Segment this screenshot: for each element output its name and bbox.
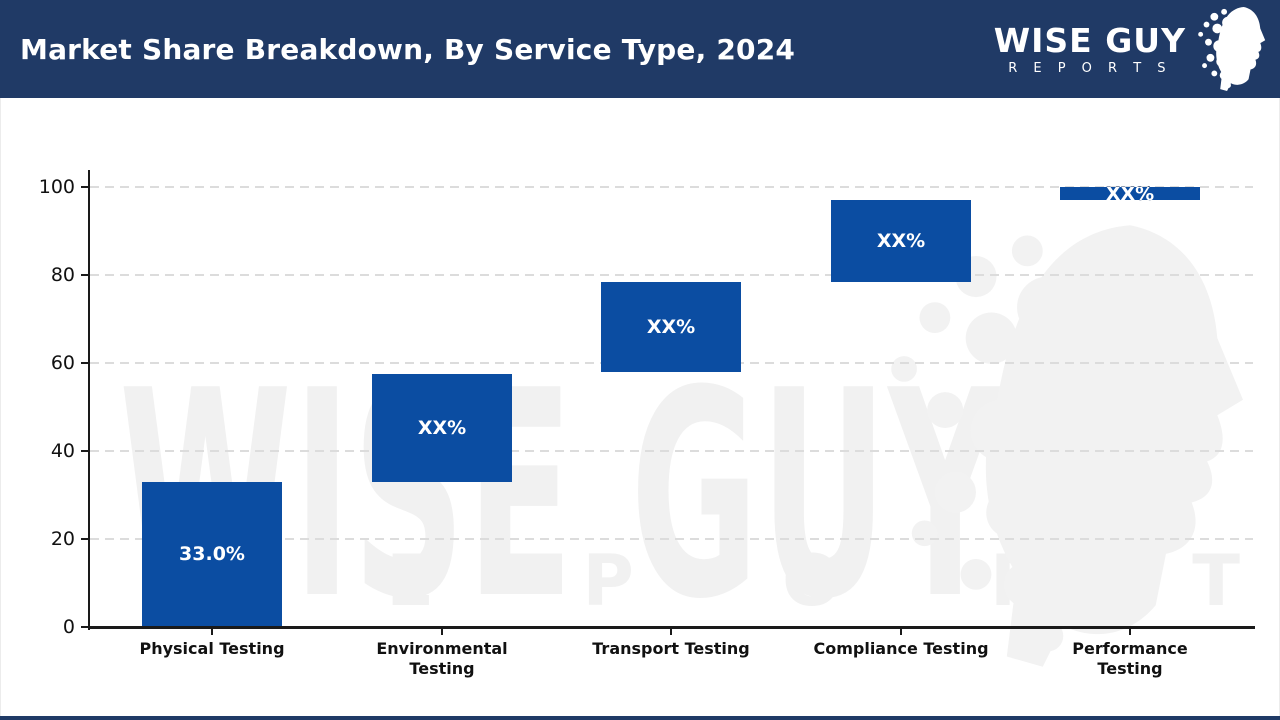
bar-value-label: XX% [876, 229, 926, 252]
x-axis-tick [211, 627, 213, 635]
x-axis-category-label: Compliance Testing [813, 639, 989, 658]
gridline-y100 [90, 186, 1253, 188]
x-axis-category-label: Environmental Testing [376, 639, 508, 678]
waterfall-chart: WISE GUY R E P O R T S 02040608010033.0%… [0, 98, 1280, 716]
bar-value-label: 33.0% [179, 543, 245, 566]
x-axis-tick [670, 627, 672, 635]
bar-segment: XX% [601, 281, 741, 372]
bar-segment: XX% [831, 200, 971, 282]
y-axis-tick [81, 274, 89, 276]
y-axis-tick [81, 626, 89, 628]
gridline-y40 [90, 450, 1253, 452]
bar-value-label: XX% [646, 315, 696, 338]
watermark-head-profile-icon [891, 225, 1243, 667]
page-title: Market Share Breakdown, By Service Type,… [20, 32, 796, 66]
y-axis-tick-label: 40 [50, 440, 75, 462]
bar-segment: XX% [372, 374, 512, 482]
logo-brand-subtext: R E P O R T S [1008, 60, 1172, 76]
footer-accent-bar [0, 716, 1280, 720]
x-axis-tick [1129, 627, 1131, 635]
y-axis-tick-label: 20 [50, 528, 75, 550]
y-axis-tick [81, 538, 89, 540]
y-axis-tick [81, 362, 89, 364]
bar-value-label: XX% [417, 416, 467, 439]
y-axis-tick [81, 450, 89, 452]
x-axis-category-label: Transport Testing [592, 639, 750, 658]
bar-segment: XX% [1060, 187, 1200, 201]
y-axis-tick-label: 0 [62, 616, 75, 638]
y-axis-tick-label: 80 [50, 264, 75, 286]
x-axis-category-label: Performance Testing [1072, 639, 1188, 678]
gridline-y80 [90, 274, 1253, 276]
bar-segment: 33.0% [142, 481, 282, 627]
header-banner: Market Share Breakdown, By Service Type,… [0, 0, 1280, 98]
logo-head-profile-icon [1198, 6, 1266, 92]
x-axis-tick [900, 627, 902, 635]
y-axis-tick-label: 100 [38, 176, 75, 198]
y-axis-line [88, 170, 90, 630]
wise-guy-logo: WISE GUY R E P O R T S [994, 5, 1266, 93]
gridline-y20 [90, 538, 1253, 540]
y-axis-tick-label: 60 [50, 352, 75, 374]
x-axis-line [88, 626, 1255, 629]
x-axis-category-label: Physical Testing [139, 639, 285, 658]
y-axis-tick [81, 186, 89, 188]
x-axis-tick [441, 627, 443, 635]
logo-brand-text: WISE GUY [993, 20, 1186, 60]
bar-value-label: XX% [1105, 187, 1155, 201]
